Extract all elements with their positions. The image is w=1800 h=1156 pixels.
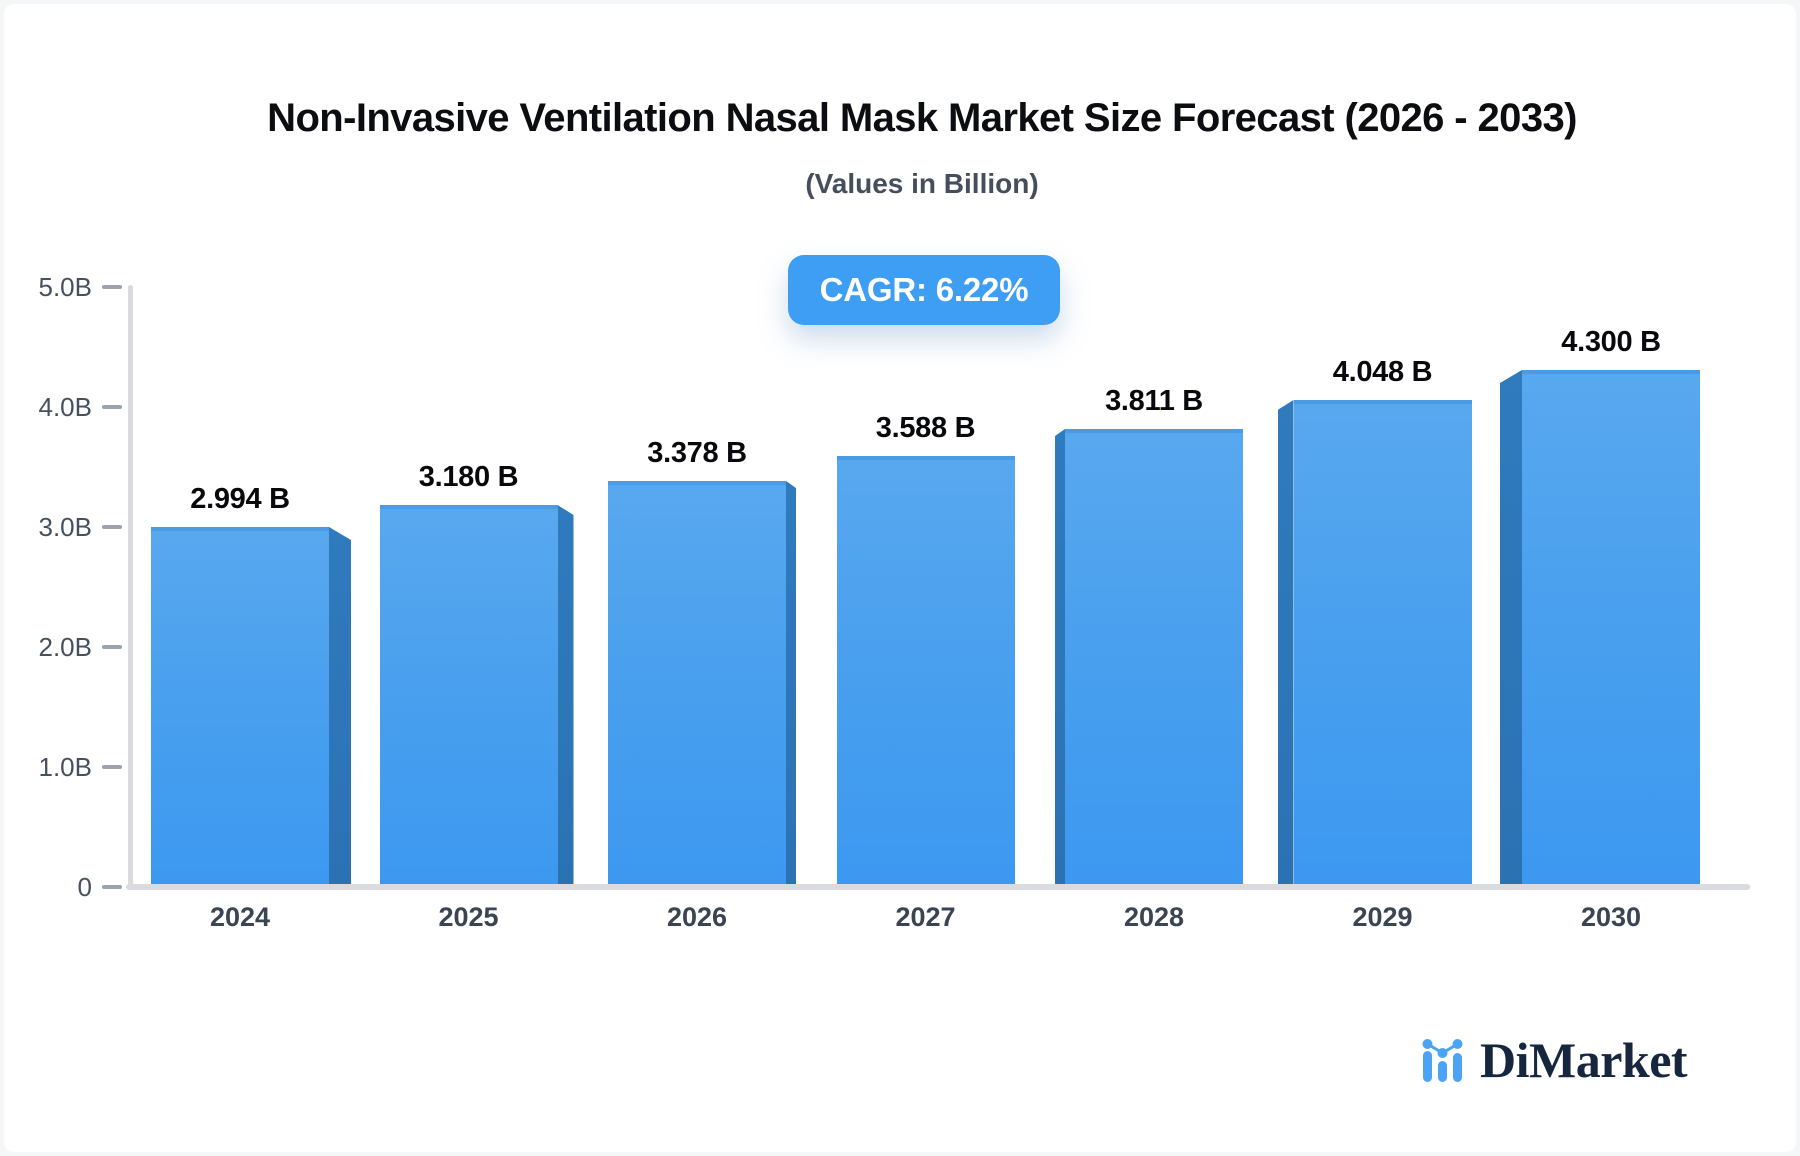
x-axis-label-2024: 2024 xyxy=(209,902,271,932)
y-tick-dash xyxy=(102,645,122,649)
bar-value-label: 3.811 B xyxy=(1105,385,1203,417)
bar-value-label: 2.994 B xyxy=(190,483,290,515)
y-tick-label: 0 xyxy=(77,872,92,902)
chart-subtitle: (Values in Billion) xyxy=(805,168,1039,199)
bar-2027 xyxy=(836,456,1015,887)
dimarket-logo[interactable]: DiMarket xyxy=(1420,1032,1688,1088)
chart-title: Non-Invasive Ventilation Nasal Mask Mark… xyxy=(267,96,1577,140)
bar-side-3d xyxy=(329,527,351,887)
x-axis-label-2028: 2028 xyxy=(1123,902,1185,932)
bar-face xyxy=(379,505,558,887)
y-tick-label: 4.0B xyxy=(38,392,93,422)
y-tick-label: 3.0B xyxy=(38,512,93,542)
bar-value-label: 3.378 B xyxy=(647,437,747,469)
bar-side-3d xyxy=(786,481,796,887)
bar-face xyxy=(608,481,786,887)
bar-2025 xyxy=(379,505,574,887)
bar-value-label: 3.180 B xyxy=(418,461,519,493)
x-axis-label-2025: 2025 xyxy=(438,902,499,932)
x-axis-label-2027: 2027 xyxy=(895,902,956,932)
bar-face xyxy=(836,456,1015,887)
bar-face xyxy=(151,527,329,887)
y-tick-label: 5.0B xyxy=(38,272,93,302)
y-tick-dash xyxy=(102,885,122,889)
x-axis-label-2029: 2029 xyxy=(1352,902,1413,932)
y-tick-label: 1.0B xyxy=(38,752,93,782)
bar-side-3d xyxy=(1277,400,1294,887)
logo-text: DiMarket xyxy=(1480,1032,1688,1088)
y-tick-dash xyxy=(102,525,122,529)
bar-2030 xyxy=(1500,370,1700,887)
y-tick-dash xyxy=(102,285,122,289)
x-axis-label-2026: 2026 xyxy=(666,902,728,932)
bar-face xyxy=(1065,429,1243,887)
y-tick-dash xyxy=(102,765,122,769)
bar-2026 xyxy=(608,481,796,887)
y-tick-dash xyxy=(102,405,122,409)
x-axis-line xyxy=(126,884,1750,890)
bar-face xyxy=(1293,400,1472,887)
bar-side-3d xyxy=(1500,370,1522,887)
cagr-badge-label: CAGR: 6.22% xyxy=(819,271,1029,308)
bar-value-label: 3.588 B xyxy=(875,412,976,444)
bar-line-chart-icon xyxy=(1422,1039,1463,1082)
y-tick-label: 2.0B xyxy=(38,632,93,662)
bar-value-label: 4.300 B xyxy=(1561,326,1661,358)
bar-side-3d xyxy=(557,505,574,887)
bar-side-3d xyxy=(1055,429,1065,887)
x-axis-label-2030: 2030 xyxy=(1580,902,1642,932)
cagr-badge: CAGR: 6.22% xyxy=(788,255,1060,325)
bar-2029 xyxy=(1277,400,1472,887)
y-axis-line xyxy=(128,285,133,887)
bar-value-label: 4.048 B xyxy=(1332,356,1433,388)
bar-2024 xyxy=(151,527,351,887)
bar-face xyxy=(1522,370,1700,887)
bar-2028 xyxy=(1055,429,1243,887)
